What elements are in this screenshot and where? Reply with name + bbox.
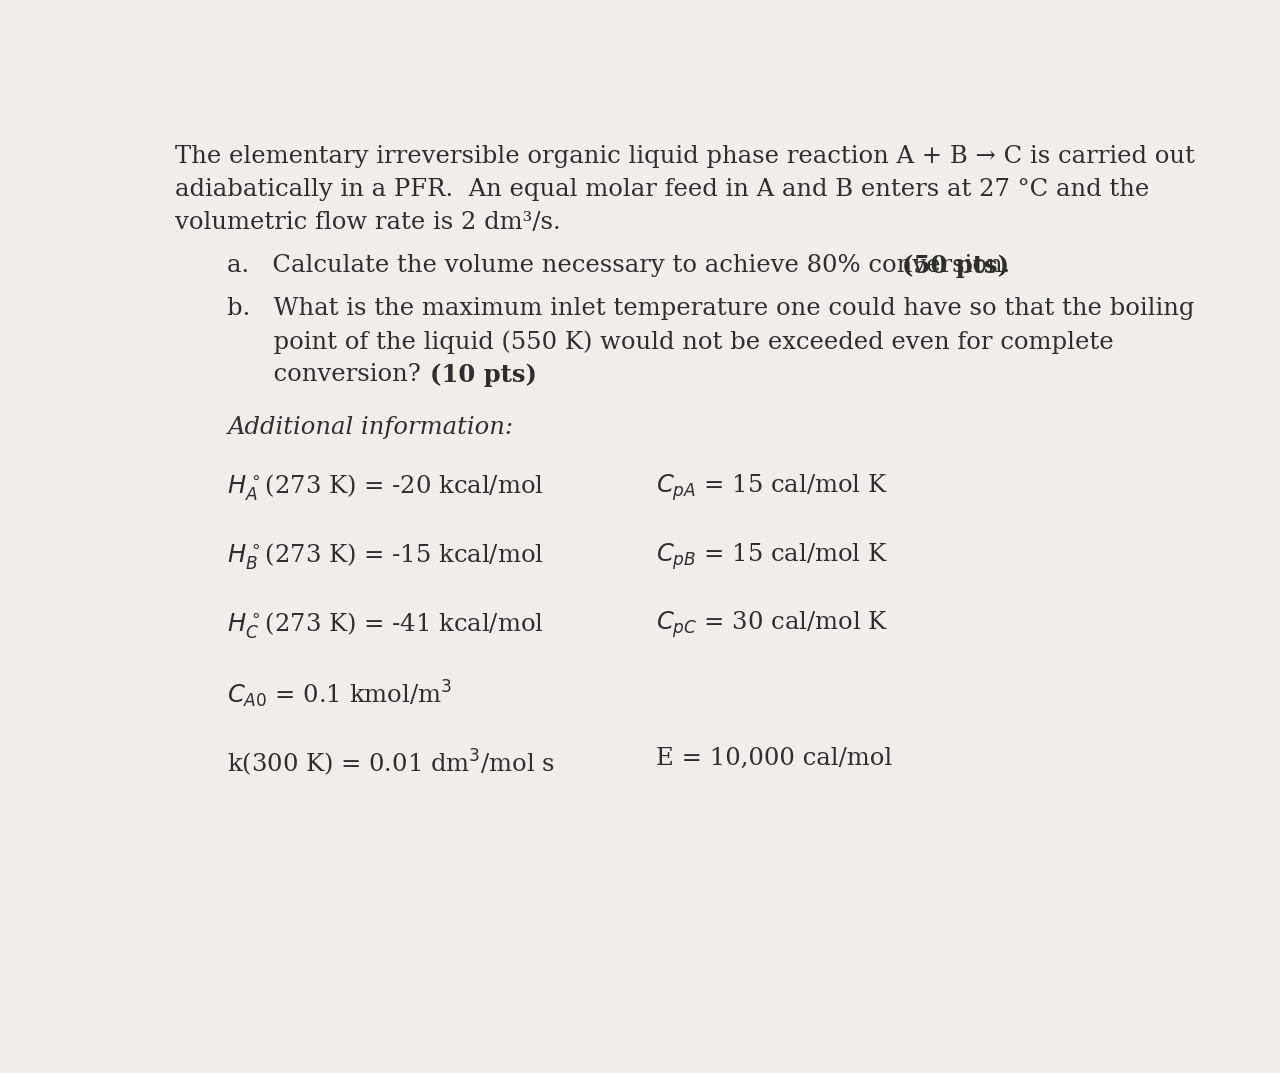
Text: b.   What is the maximum inlet temperature one could have so that the boiling: b. What is the maximum inlet temperature… xyxy=(228,297,1196,321)
Text: adiabatically in a PFR.  An equal molar feed in A and B enters at 27 °C and the: adiabatically in a PFR. An equal molar f… xyxy=(175,178,1149,202)
Text: $C_{pA}$ = 15 cal/mol K: $C_{pA}$ = 15 cal/mol K xyxy=(657,472,888,503)
Text: $C_{pB}$ = 15 cal/mol K: $C_{pB}$ = 15 cal/mol K xyxy=(657,541,888,572)
Text: $C_{pC}$ = 30 cal/mol K: $C_{pC}$ = 30 cal/mol K xyxy=(657,609,888,641)
Text: (10 pts): (10 pts) xyxy=(430,364,536,387)
Text: $H_B^\circ$(273 K) = -15 kcal/mol: $H_B^\circ$(273 K) = -15 kcal/mol xyxy=(228,541,544,571)
Text: $H_C^\circ$(273 K) = -41 kcal/mol: $H_C^\circ$(273 K) = -41 kcal/mol xyxy=(228,609,544,640)
Text: E = 10,000 cal/mol: E = 10,000 cal/mol xyxy=(657,747,892,769)
Text: k(300 K) = 0.01 dm$^3$/mol s: k(300 K) = 0.01 dm$^3$/mol s xyxy=(228,747,556,778)
Text: Additional information:: Additional information: xyxy=(228,416,513,439)
Text: point of the liquid (550 K) would not be exceeded even for complete: point of the liquid (550 K) would not be… xyxy=(228,330,1114,354)
Text: volumetric flow rate is 2 dm³/s.: volumetric flow rate is 2 dm³/s. xyxy=(175,211,561,234)
Text: conversion?: conversion? xyxy=(228,364,429,386)
Text: $H_A^\circ$(273 K) = -20 kcal/mol: $H_A^\circ$(273 K) = -20 kcal/mol xyxy=(228,472,544,502)
Text: (50 pts): (50 pts) xyxy=(902,254,1009,278)
Text: $C_{A0}$ = 0.1 kmol/m$^3$: $C_{A0}$ = 0.1 kmol/m$^3$ xyxy=(228,678,452,709)
Text: The elementary irreversible organic liquid phase reaction A + B → C is carried o: The elementary irreversible organic liqu… xyxy=(175,145,1194,168)
Text: a.   Calculate the volume necessary to achieve 80% conversion.: a. Calculate the volume necessary to ach… xyxy=(228,254,1019,277)
